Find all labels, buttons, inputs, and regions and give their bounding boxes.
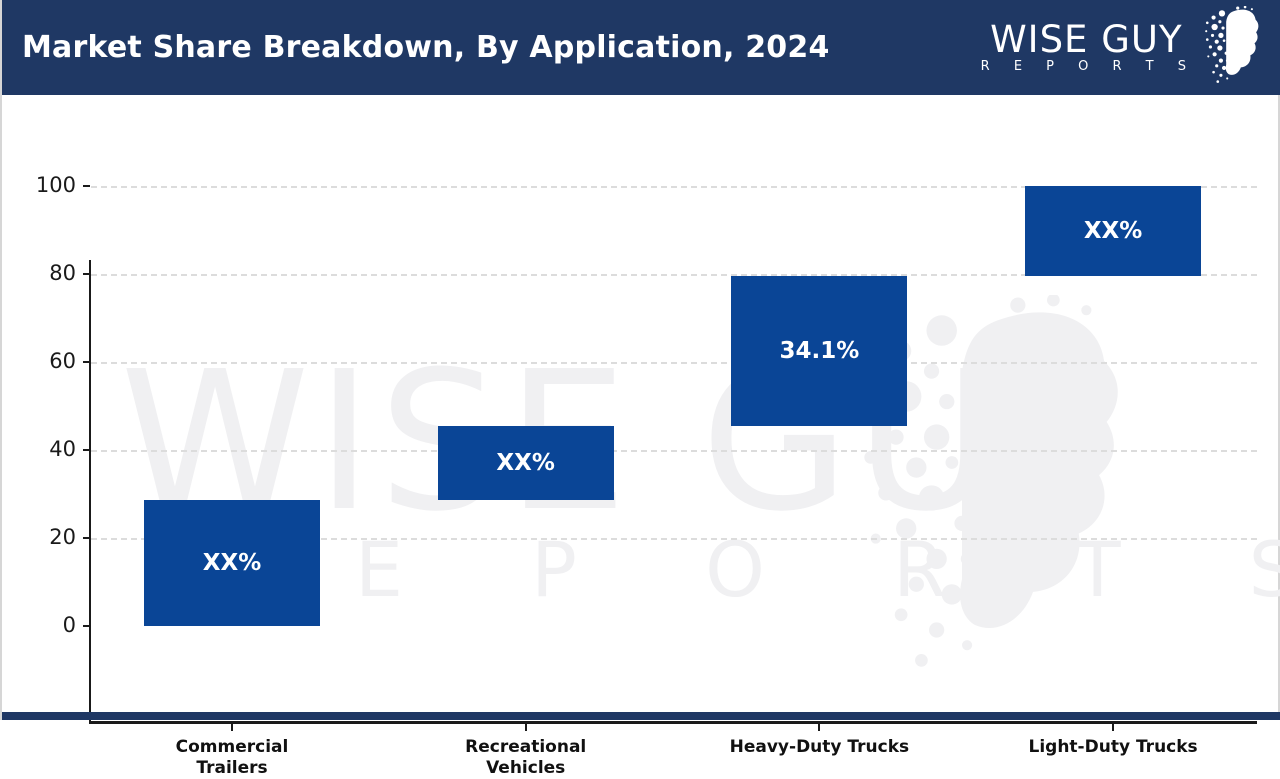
- x-tick-mark-1: [524, 724, 527, 731]
- y-tick-label-60: 60: [49, 349, 76, 373]
- bar-value-label: XX%: [202, 550, 262, 577]
- y-tick-mark-100: [83, 185, 90, 187]
- report-header: Market Share Breakdown, By Application, …: [2, 0, 1280, 95]
- y-tick-mark-40: [83, 449, 90, 451]
- y-tick-mark-80: [83, 273, 90, 275]
- gridline-80: [91, 274, 1257, 276]
- category-label-0: Commercial Trailers: [175, 737, 289, 778]
- bar-segment-0: XX%: [144, 500, 320, 626]
- x-tick-mark-2: [818, 724, 821, 731]
- footer-bar: [2, 712, 1280, 720]
- bar-segment-3: XX%: [1025, 186, 1202, 276]
- gridline-20: [91, 538, 1257, 540]
- category-label-3: Light-Duty Trucks: [1028, 737, 1198, 757]
- logo-wordmark: WISE GUY: [990, 17, 1183, 61]
- gridline-60: [91, 362, 1257, 364]
- y-tick-mark-60: [83, 361, 90, 363]
- y-tick-mark-0: [83, 625, 90, 627]
- x-axis-line: [89, 721, 1257, 724]
- y-tick-mark-20: [83, 537, 90, 539]
- bar-value-label: XX%: [496, 449, 555, 476]
- bar-value-label: XX%: [1083, 217, 1143, 244]
- y-tick-label-0: 0: [62, 613, 76, 637]
- chart-area: WISE GU R E P O R T S 0 20 40 60 80 100 XX% Com…: [2, 95, 1280, 778]
- gridline-100: [91, 186, 1257, 188]
- y-axis-line: [89, 260, 91, 723]
- wise-guy-reports-logo: WISE GUY R E P O R T S: [977, 6, 1268, 90]
- gridline-40: [91, 450, 1257, 452]
- category-label-1: Recreational Vehicles: [465, 737, 587, 778]
- logo-subtitle: R E P O R T S: [980, 58, 1196, 74]
- bar-value-label: 34.1%: [779, 337, 860, 364]
- x-tick-mark-0: [231, 724, 233, 731]
- logo-text: WISE GUY R E P O R T S: [977, 17, 1196, 75]
- y-tick-label-80: 80: [49, 261, 76, 285]
- chart-title: Market Share Breakdown, By Application, …: [22, 30, 830, 65]
- y-tick-label-20: 20: [49, 525, 76, 549]
- bar-segment-2: 34.1%: [731, 275, 908, 426]
- watermark-subtitle: R E P O R T S: [174, 525, 1280, 614]
- logo-dotted-face-icon: [1198, 6, 1268, 90]
- category-label-2: Heavy-Duty Trucks: [729, 737, 910, 757]
- y-tick-label-100: 100: [35, 173, 76, 197]
- bar-segment-1: XX%: [437, 425, 614, 501]
- x-tick-mark-3: [1112, 724, 1115, 731]
- y-tick-label-40: 40: [49, 437, 76, 461]
